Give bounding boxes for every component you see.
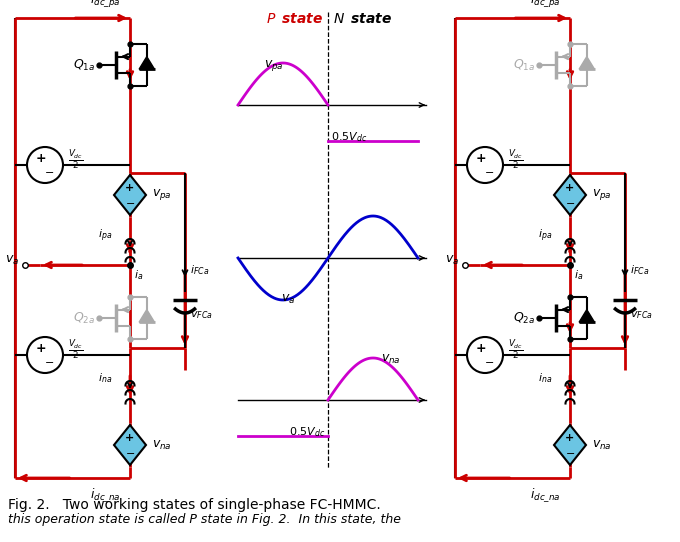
Text: $-$: $-$ <box>125 447 135 457</box>
Text: $v_{na}$: $v_{na}$ <box>381 353 401 366</box>
Text: $Q_{2a}$: $Q_{2a}$ <box>513 311 535 326</box>
Text: $-$: $-$ <box>44 166 54 176</box>
Polygon shape <box>554 425 586 465</box>
Polygon shape <box>579 56 594 69</box>
Text: $v_{FCa}$: $v_{FCa}$ <box>190 309 213 321</box>
Text: $i_{pa}$: $i_{pa}$ <box>538 228 552 244</box>
Text: $-$: $-$ <box>565 197 575 207</box>
Text: $v_a$: $v_a$ <box>445 254 459 267</box>
Polygon shape <box>579 309 594 322</box>
Text: $-$: $-$ <box>125 197 135 207</box>
Text: $-$: $-$ <box>565 447 575 457</box>
Text: +: + <box>565 433 575 443</box>
Text: $\frac{V_{dc}}{2}$: $\frac{V_{dc}}{2}$ <box>508 338 524 362</box>
Text: $P\,$ state: $P\,$ state <box>266 12 323 26</box>
Text: $Q_{1a}$: $Q_{1a}$ <box>73 57 95 73</box>
Text: $i_{na}$: $i_{na}$ <box>538 371 552 385</box>
Polygon shape <box>554 175 586 215</box>
Text: $v_{FCa}$: $v_{FCa}$ <box>630 309 653 321</box>
Text: $v_a$: $v_a$ <box>282 293 296 306</box>
Text: $\frac{V_{dc}}{2}$: $\frac{V_{dc}}{2}$ <box>68 149 84 172</box>
Text: +: + <box>565 183 575 193</box>
Text: $v_{pa}$: $v_{pa}$ <box>264 58 284 73</box>
Text: $-$: $-$ <box>484 166 494 176</box>
Text: $0.5V_{dc}$: $0.5V_{dc}$ <box>331 130 367 144</box>
Polygon shape <box>114 175 146 215</box>
Text: $\frac{V_{dc}}{2}$: $\frac{V_{dc}}{2}$ <box>508 149 524 172</box>
Polygon shape <box>139 309 154 322</box>
Text: $i_{dc\_pa}$: $i_{dc\_pa}$ <box>530 0 560 10</box>
Text: $i_a$: $i_a$ <box>134 268 143 282</box>
Text: Fig. 2.   Two working states of single-phase FC-HMMC.: Fig. 2. Two working states of single-pha… <box>8 498 381 512</box>
Polygon shape <box>139 56 154 69</box>
Text: $i_{FCa}$: $i_{FCa}$ <box>190 263 209 277</box>
Text: +: + <box>35 343 46 356</box>
Text: $v_{pa}$: $v_{pa}$ <box>152 188 172 203</box>
Text: $-$: $-$ <box>44 356 54 366</box>
Text: +: + <box>476 343 486 356</box>
Text: $i_{na}$: $i_{na}$ <box>98 371 112 385</box>
Text: +: + <box>125 433 135 443</box>
Text: $v_{na}$: $v_{na}$ <box>592 438 612 451</box>
Text: $-$: $-$ <box>484 356 494 366</box>
Text: $i_{pa}$: $i_{pa}$ <box>98 228 112 244</box>
Polygon shape <box>114 425 146 465</box>
Text: $Q_{2a}$: $Q_{2a}$ <box>73 311 95 326</box>
Text: $i_{dc\_na}$: $i_{dc\_na}$ <box>90 486 120 504</box>
Text: $\frac{V_{dc}}{2}$: $\frac{V_{dc}}{2}$ <box>68 338 84 362</box>
Text: $i_{dc\_pa}$: $i_{dc\_pa}$ <box>90 0 120 10</box>
Text: $v_{pa}$: $v_{pa}$ <box>592 188 612 203</box>
Text: $i_{dc\_na}$: $i_{dc\_na}$ <box>530 486 560 504</box>
Text: $v_a$: $v_a$ <box>5 254 19 267</box>
Text: $i_{FCa}$: $i_{FCa}$ <box>630 263 649 277</box>
Text: +: + <box>35 152 46 165</box>
Text: +: + <box>476 152 486 165</box>
Text: this operation state is called P state in Fig. 2.  In this state, the: this operation state is called P state i… <box>8 513 401 526</box>
Text: +: + <box>125 183 135 193</box>
Text: $0.5V_{dc}$: $0.5V_{dc}$ <box>288 425 325 439</box>
Text: $Q_{1a}$: $Q_{1a}$ <box>513 57 535 73</box>
Text: $N\,$ state: $N\,$ state <box>333 12 392 26</box>
Text: $i_a$: $i_a$ <box>574 268 583 282</box>
Text: $v_{na}$: $v_{na}$ <box>152 438 172 451</box>
